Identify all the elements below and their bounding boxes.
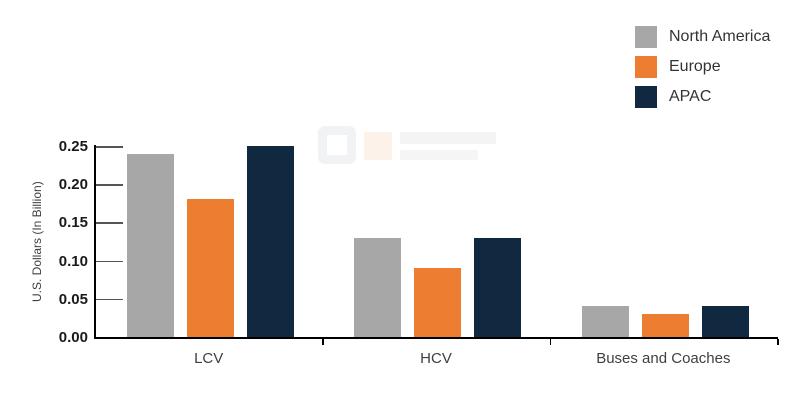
y-tick-label: 0.15 [58, 214, 88, 232]
y-tick-mark [96, 146, 123, 148]
legend-item-apac: APAC [635, 86, 770, 108]
y-axis-title: U.S. Dollars (In Billion) [30, 181, 44, 303]
watermark [318, 124, 496, 170]
legend-label-europe: Europe [669, 58, 721, 75]
category-label-hcv: HCV [420, 350, 452, 367]
legend-label-north-america: North America [669, 28, 771, 45]
legend-item-europe: Europe [635, 56, 770, 78]
legend-swatch-north-america [635, 26, 657, 48]
x-tick-mark [549, 339, 552, 345]
bar-apac-buses-and-coaches [701, 306, 749, 337]
watermark-logo-block [364, 132, 392, 160]
legend-swatch-europe [635, 56, 657, 78]
bar-europe-hcv [414, 268, 462, 337]
legend-label-apac: APAC [669, 88, 712, 105]
y-tick-label: 0.00 [58, 329, 88, 346]
bar-north-america-lcv [127, 153, 174, 337]
y-axis-line [94, 145, 96, 339]
watermark-logo-icon [318, 126, 356, 164]
x-tick-mark [777, 339, 779, 345]
y-tick-label: 0.05 [58, 290, 88, 308]
y-tick-mark [96, 222, 123, 224]
y-tick-mark [96, 298, 123, 301]
watermark-text-line [400, 150, 478, 160]
category-label-buses-and-coaches: Buses and Coaches [596, 350, 731, 367]
y-tick-mark [96, 184, 123, 186]
legend-item-north-america: North America [635, 26, 770, 48]
y-tick-label: 0.20 [58, 176, 88, 194]
y-tick-label: 0.25 [58, 138, 88, 155]
bar-north-america-hcv [354, 237, 402, 337]
x-tick-mark [322, 339, 324, 345]
bar-north-america-buses-and-coaches [581, 306, 629, 337]
bar-apac-hcv [474, 237, 522, 337]
bar-europe-lcv [187, 199, 234, 337]
bar-apac-lcv [247, 146, 294, 337]
x-axis-line [94, 337, 778, 339]
y-tick-mark [96, 260, 123, 263]
legend-swatch-apac [635, 86, 657, 108]
y-tick-label: 0.10 [58, 252, 88, 270]
watermark-text-line [400, 132, 496, 144]
bar-europe-buses-and-coaches [641, 314, 689, 337]
category-label-lcv: LCV [194, 350, 224, 367]
legend: North America Europe APAC [635, 26, 770, 108]
